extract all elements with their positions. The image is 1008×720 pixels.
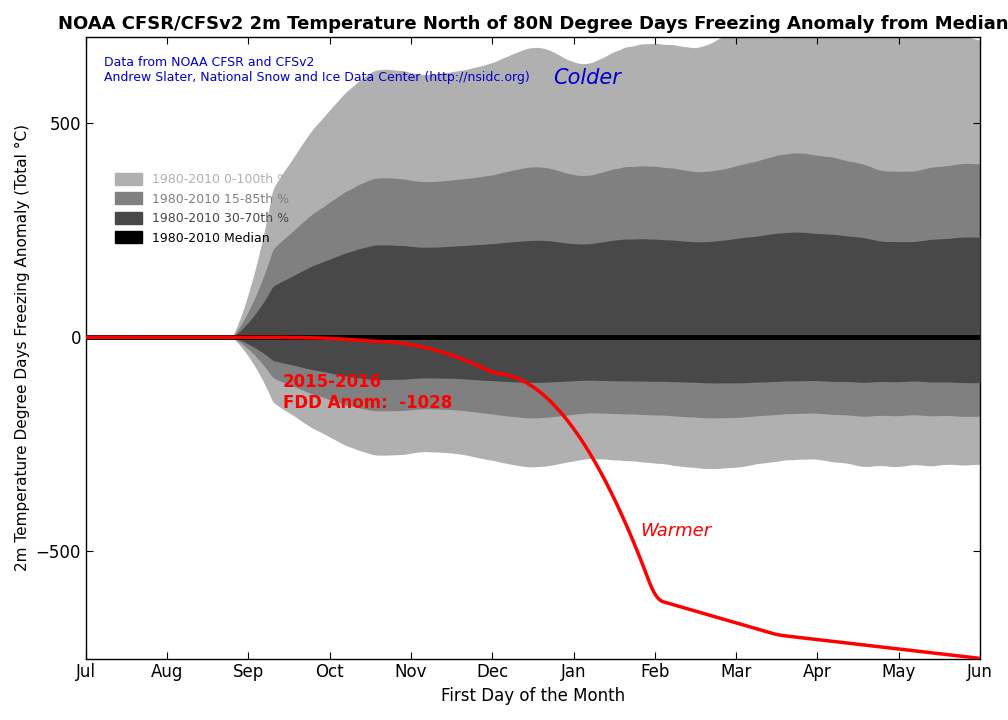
Text: 2015-2016
FDD Anom:  -1028: 2015-2016 FDD Anom: -1028 [282, 373, 452, 412]
Text: Colder: Colder [552, 68, 621, 89]
X-axis label: First Day of the Month: First Day of the Month [440, 687, 625, 705]
Legend: 1980-2010 0-100th %, 1980-2010 15-85th %, 1980-2010 30-70th %, 1980-2010 Median: 1980-2010 0-100th %, 1980-2010 15-85th %… [110, 168, 294, 250]
Y-axis label: 2m Temperature Degree Days Freezing Anomaly (Total °C): 2m Temperature Degree Days Freezing Anom… [15, 125, 30, 572]
Title: NOAA CFSR/CFSv2 2m Temperature North of 80N Degree Days Freezing Anomaly from Me: NOAA CFSR/CFSv2 2m Temperature North of … [57, 15, 1008, 33]
Text: Warmer: Warmer [640, 522, 712, 540]
Text: Data from NOAA CFSR and CFSv2
Andrew Slater, National Snow and Ice Data Center (: Data from NOAA CFSR and CFSv2 Andrew Sla… [104, 56, 529, 84]
